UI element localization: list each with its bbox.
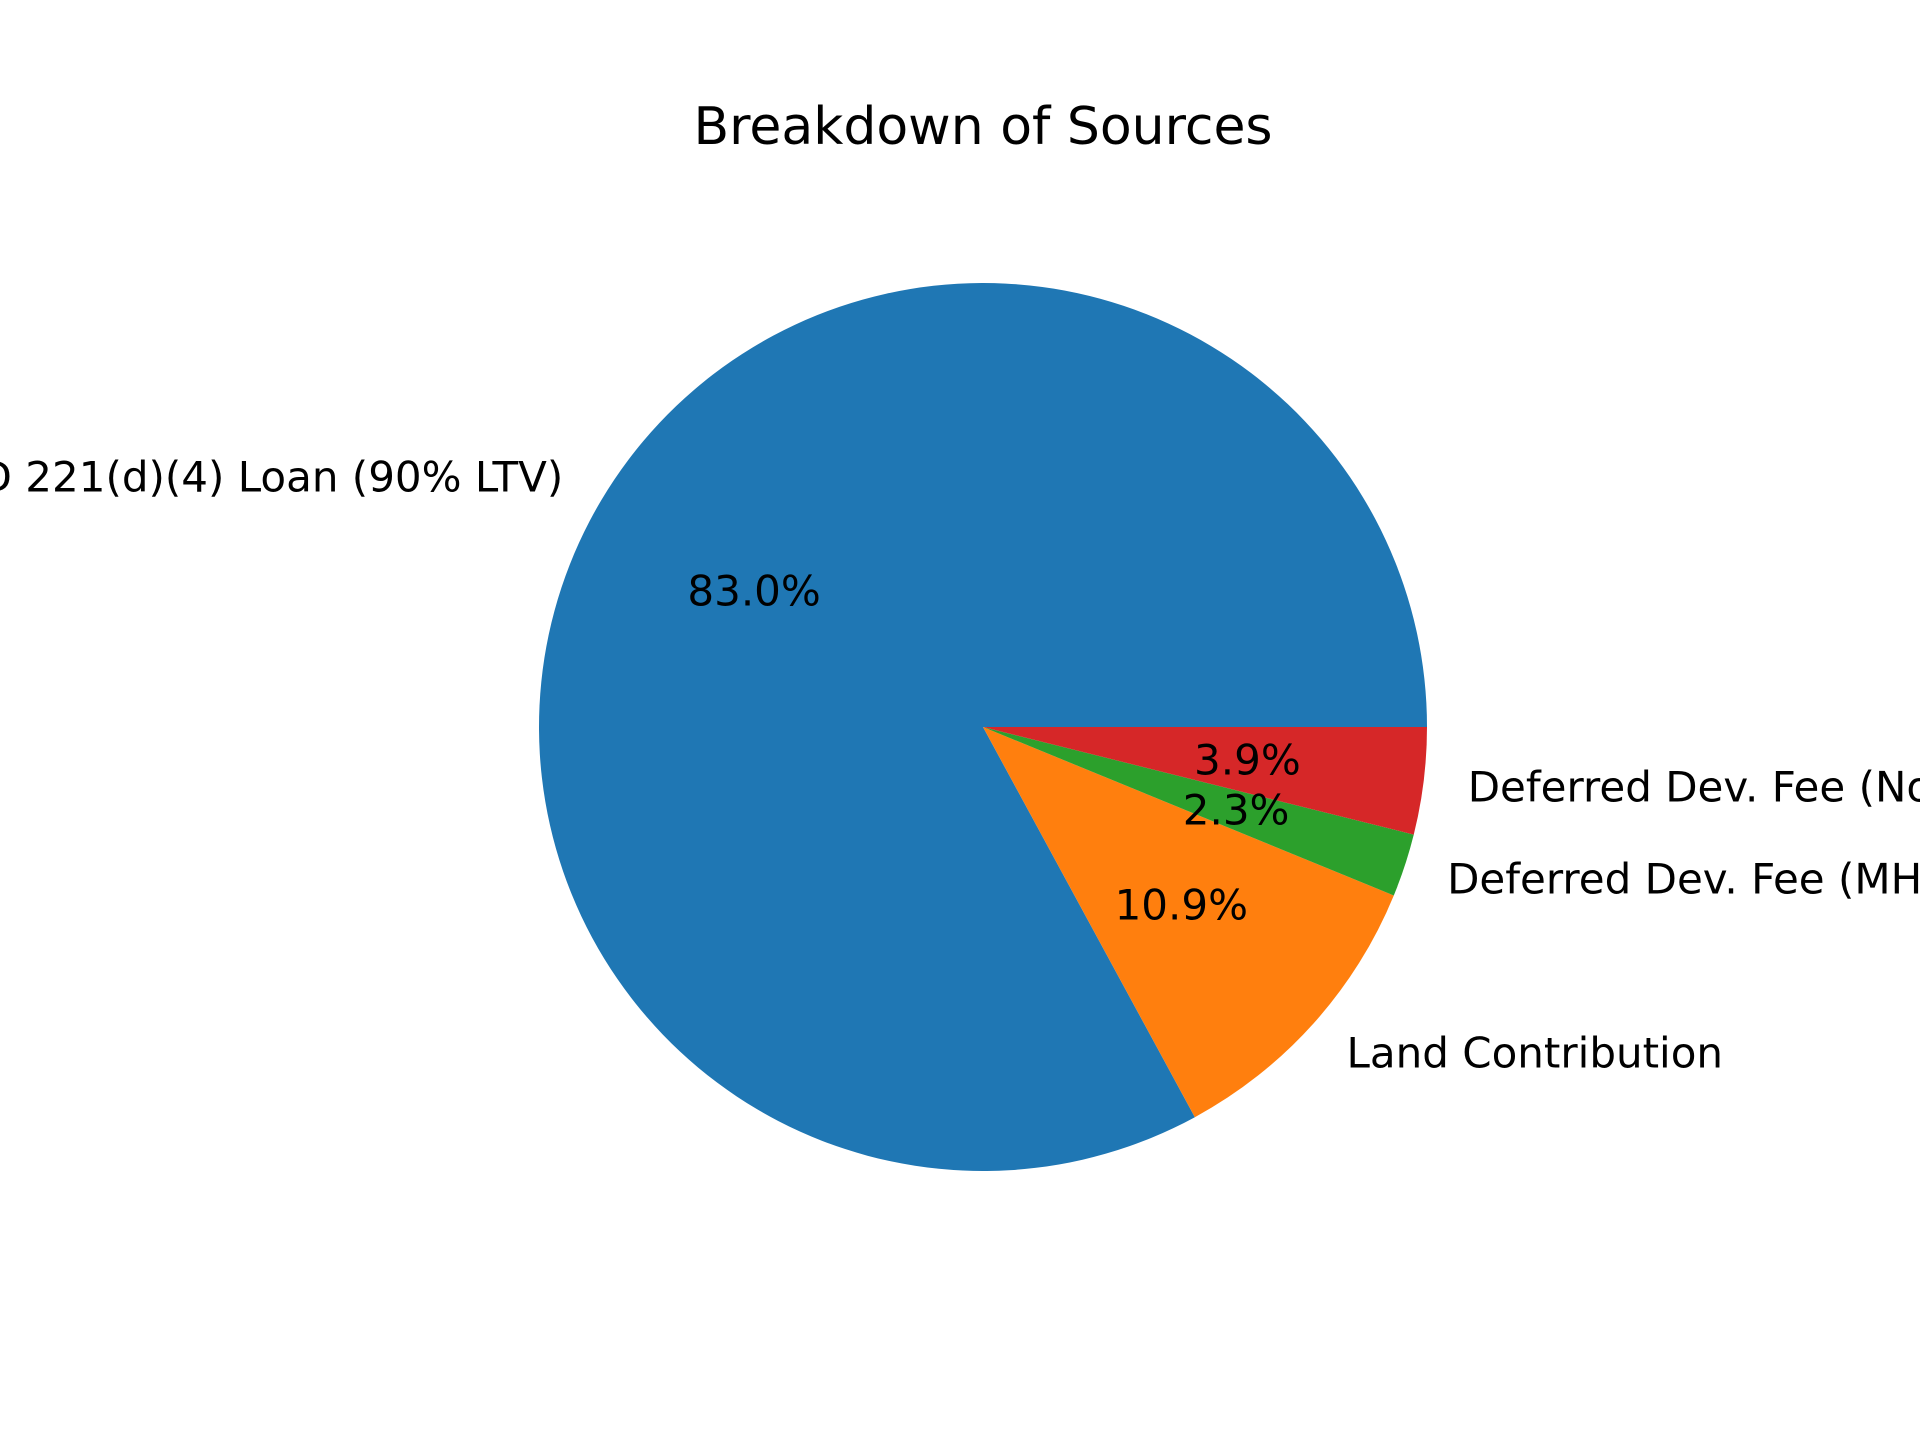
pct-label-2: 2.3% — [1182, 785, 1290, 835]
pie-slice-1 — [983, 727, 1394, 1118]
pct-label-1: 10.9% — [1114, 880, 1249, 930]
pie-slice-2 — [983, 727, 1414, 896]
slice-label-3: Deferred Dev. Fee (No — [1467, 762, 1920, 812]
slice-label-2: Deferred Dev. Fee (MH — [1447, 854, 1920, 904]
pct-label-0: 83.0% — [687, 566, 821, 616]
chart-title: Breakdown of Sources — [693, 97, 1273, 157]
pct-label-3: 3.9% — [1194, 735, 1301, 784]
pie-slice-0 — [538, 283, 1427, 1172]
pie-slice-3 — [983, 727, 1427, 835]
slice-label-0: D 221(d)(4) Loan (90% LTV) — [0, 452, 564, 502]
slice-label-1: Land Contribution — [1346, 1028, 1724, 1078]
